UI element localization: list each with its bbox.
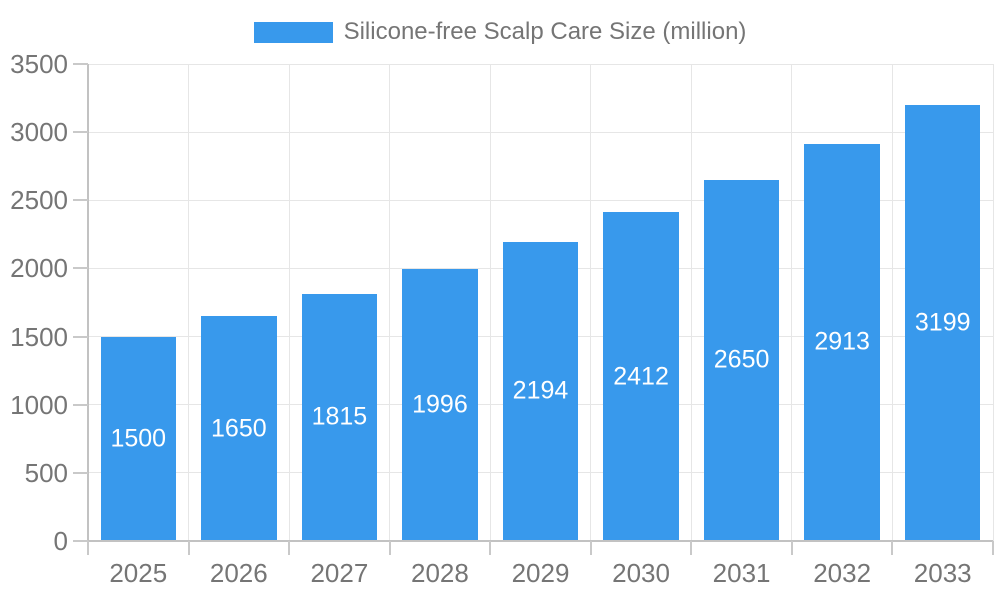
bar-value-label: 1650: [211, 414, 267, 443]
v-gridline: [791, 64, 793, 541]
bar-2028[interactable]: 1996: [402, 268, 478, 541]
y-tick-mark: [73, 131, 88, 134]
x-tick-label: 2029: [511, 558, 570, 588]
x-tick-label: 2030: [612, 558, 670, 588]
y-tick-label: 2500: [10, 185, 68, 216]
v-gridline: [590, 64, 592, 541]
x-tick-mark: [690, 541, 693, 555]
bar-value-label: 1996: [412, 390, 468, 419]
bar-value-label: 2412: [613, 362, 669, 391]
bar-2031[interactable]: 2650: [703, 179, 780, 541]
bar-2033[interactable]: 3199: [905, 105, 981, 541]
v-gridline: [188, 64, 190, 541]
bar-value-label: 1815: [311, 402, 368, 431]
y-tick-label: 0: [53, 526, 68, 556]
y-tick-label: 3000: [10, 117, 68, 148]
x-tick-mark: [790, 541, 793, 555]
y-tick-mark: [73, 199, 88, 202]
bar-2025[interactable]: 1500: [100, 336, 176, 541]
v-gridline: [992, 64, 994, 541]
x-tick-mark: [489, 541, 492, 555]
x-tick-mark: [87, 541, 89, 555]
x-tick-mark: [388, 541, 391, 555]
x-tick-label: 2032: [813, 558, 872, 588]
legend-item[interactable]: Silicone-free Scalp Care Size (million): [253, 18, 747, 45]
h-gridline: [88, 199, 993, 201]
x-axis-line: [88, 540, 993, 542]
y-tick-mark: [73, 267, 88, 270]
y-tick-label: 500: [24, 457, 68, 488]
bar-value-label: 2194: [512, 376, 569, 405]
x-tick-mark: [187, 541, 190, 555]
x-tick-label: 2027: [310, 558, 369, 588]
y-tick-label: 2000: [10, 253, 68, 284]
v-gridline: [690, 64, 692, 541]
bar-2030[interactable]: 2412: [603, 212, 679, 541]
bar-value-label: 2650: [713, 345, 770, 374]
y-axis: 0 500 1000 1500 2000 2500 3000 3500: [0, 51, 88, 554]
x-tick-label: 2026: [209, 558, 268, 588]
y-tick-mark: [73, 471, 88, 474]
legend-swatch-icon: [253, 21, 333, 43]
y-tick-mark: [73, 63, 88, 65]
legend-label: Silicone-free Scalp Care Size (million): [343, 18, 747, 45]
x-tick-mark: [589, 541, 592, 555]
h-gridline: [88, 63, 993, 65]
y-axis-line: [86, 64, 89, 541]
bar-2032[interactable]: 2913: [804, 143, 880, 541]
x-tick-mark: [992, 541, 994, 555]
y-tick-mark: [73, 540, 88, 542]
y-tick-label: 3500: [10, 49, 68, 79]
bar-value-label: 2913: [814, 327, 870, 356]
v-gridline: [389, 64, 391, 541]
bar-2027[interactable]: 1815: [301, 293, 378, 541]
x-axis: 2025 2026 2027 2028 2029 2030 2031 2032 2033: [87, 541, 994, 600]
y-tick-label: 1000: [10, 389, 68, 420]
chart-legend: Silicone-free Scalp Care Size (million): [0, 20, 1000, 44]
h-gridline: [88, 131, 993, 133]
x-tick-mark: [891, 541, 894, 555]
x-tick-label: 2025: [109, 558, 168, 588]
bar-2026[interactable]: 1650: [201, 316, 277, 541]
bar-value-label: 3199: [914, 308, 971, 337]
plot-area: 1500 1650 1815 1996 2194 2412 2650 2913 3199: [88, 63, 994, 541]
bar-2029[interactable]: 2194: [502, 241, 579, 541]
y-tick-label: 1500: [10, 321, 68, 352]
x-tick-label: 2031: [712, 558, 771, 588]
v-gridline: [489, 64, 491, 541]
x-tick-mark: [288, 541, 291, 555]
y-tick-mark: [73, 403, 88, 406]
x-tick-label: 2033: [913, 558, 972, 588]
x-tick-label: 2028: [411, 558, 469, 588]
v-gridline: [288, 64, 290, 541]
y-tick-mark: [73, 335, 88, 338]
v-gridline: [891, 64, 893, 541]
bar-value-label: 1500: [110, 424, 167, 453]
